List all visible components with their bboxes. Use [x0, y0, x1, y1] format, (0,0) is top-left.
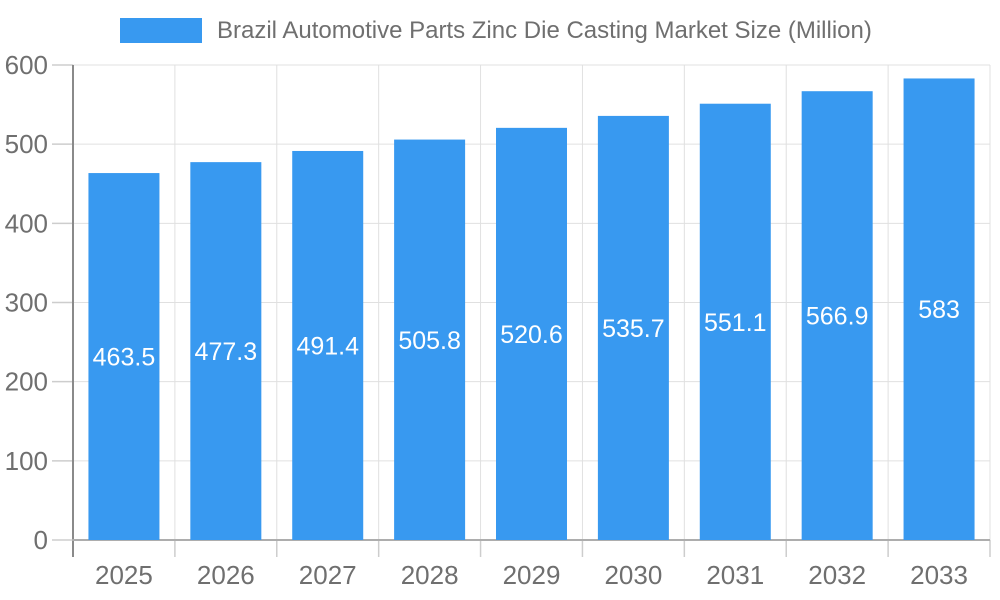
legend-series-label: Brazil Automotive Parts Zinc Die Casting… [217, 16, 872, 44]
bar-2027[interactable] [292, 150, 364, 540]
x-axis-label: 2032 [808, 560, 866, 590]
y-axis-label: 300 [5, 288, 48, 318]
bar-value-label: 566.9 [806, 303, 869, 331]
bar-2029[interactable] [496, 127, 567, 540]
x-axis-label: 2028 [401, 560, 459, 590]
bar-2028[interactable] [394, 139, 466, 540]
bar-2030[interactable] [597, 115, 669, 540]
y-axis-label: 600 [5, 50, 48, 80]
x-axis-label: 2029 [503, 560, 561, 590]
bar-value-label: 520.6 [500, 321, 563, 349]
x-axis-label: 2027 [299, 560, 357, 590]
bar-value-label: 535.7 [602, 315, 665, 343]
bar-2025[interactable] [88, 173, 160, 540]
x-axis-label: 2033 [910, 560, 968, 590]
y-axis-label: 0 [34, 525, 48, 555]
chart-legend[interactable]: Brazil Automotive Parts Zinc Die Casting… [120, 16, 872, 44]
bar-2032[interactable] [801, 91, 873, 541]
bar-value-label: 583 [918, 296, 960, 324]
x-axis-label: 2031 [706, 560, 764, 590]
y-axis-label: 500 [5, 129, 48, 159]
y-axis-label: 200 [5, 367, 48, 397]
y-axis-label: 100 [5, 446, 48, 476]
bar-value-label: 463.5 [93, 344, 156, 372]
bar-2033[interactable] [903, 78, 975, 540]
legend-color-swatch [120, 18, 202, 43]
y-axis-label: 400 [5, 208, 48, 238]
x-axis-label: 2025 [95, 560, 153, 590]
bar-value-label: 505.8 [398, 327, 461, 355]
x-axis-label: 2026 [197, 560, 255, 590]
bar-value-label: 477.3 [195, 338, 258, 366]
bar-value-label: 491.4 [296, 332, 359, 360]
bar-2026[interactable] [190, 162, 262, 540]
x-axis-label: 2030 [604, 560, 662, 590]
bar-value-label: 551.1 [704, 309, 767, 337]
bar-2031[interactable] [699, 103, 771, 541]
